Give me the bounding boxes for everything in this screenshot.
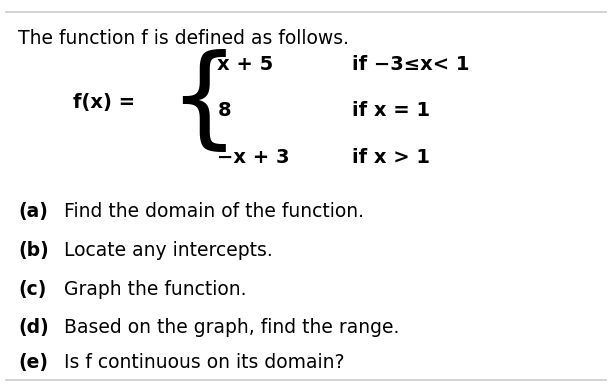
Text: f(x) =: f(x) = — [73, 94, 136, 112]
Text: Based on the graph, find the range.: Based on the graph, find the range. — [58, 319, 400, 337]
Text: Is f continuous on its domain?: Is f continuous on its domain? — [58, 353, 345, 372]
Text: (a): (a) — [18, 202, 48, 221]
Text: 8: 8 — [217, 101, 231, 120]
Text: Graph the function.: Graph the function. — [58, 280, 247, 298]
Text: (b): (b) — [18, 241, 49, 260]
Text: (c): (c) — [18, 280, 47, 298]
Text: Find the domain of the function.: Find the domain of the function. — [58, 202, 364, 221]
Text: x + 5: x + 5 — [217, 55, 274, 73]
Text: if −3≤x< 1: if −3≤x< 1 — [352, 55, 469, 73]
Text: if x = 1: if x = 1 — [352, 101, 430, 120]
Text: (e): (e) — [18, 353, 48, 372]
Text: −x + 3: −x + 3 — [217, 148, 289, 166]
Text: {: { — [168, 49, 239, 156]
Text: if x > 1: if x > 1 — [352, 148, 430, 166]
Text: Locate any intercepts.: Locate any intercepts. — [58, 241, 273, 260]
Text: The function f is defined as follows.: The function f is defined as follows. — [18, 29, 349, 48]
Text: (d): (d) — [18, 319, 49, 337]
